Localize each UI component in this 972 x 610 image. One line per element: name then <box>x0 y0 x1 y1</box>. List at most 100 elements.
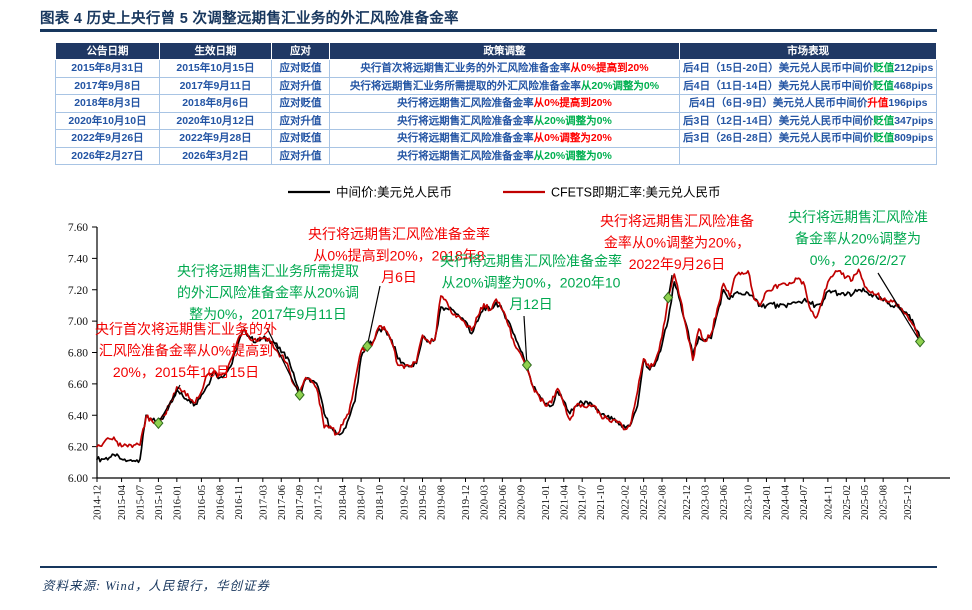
x-tick-label: 2021-10 <box>596 485 607 520</box>
x-tick-label: 2022-02 <box>621 485 632 520</box>
text-segment: 后3日（12日-14日）美元兑人民币中间价 <box>683 114 874 127</box>
chart-legend: 中间价:美元兑人民币 CFETS即期汇率:美元兑人民币 <box>288 185 720 200</box>
text-segment: 从0%提高到20% <box>570 62 649 74</box>
text-segment: 2017年9月8日 <box>74 79 141 92</box>
text-segment: 从0%调整为20% <box>533 132 612 144</box>
table-header-row: 公告日期 生效日期 应对 政策调整 市场表现 <box>55 42 938 60</box>
announce-date-cell: 2026年2月27日 <box>55 146 160 165</box>
effective-date-cell: 2017年9月11日 <box>159 76 272 95</box>
text-segment: 2022年9月28日 <box>179 132 252 144</box>
x-tick-label: 2022-08 <box>658 485 669 520</box>
column-header: 市场表现 <box>678 42 938 60</box>
x-tick-label: 2018-10 <box>375 485 386 520</box>
annotation-callout <box>366 285 381 347</box>
y-tick-label: 6.80 <box>68 348 88 360</box>
x-tick-label: 2016-05 <box>197 485 208 520</box>
text-segment: 809pips <box>894 132 934 144</box>
text-segment: 应对贬值 <box>279 132 322 144</box>
x-tick-label: 2018-07 <box>357 485 368 520</box>
market-cell: 后3日（12日-14日）美元兑人民币中间价贬值347pips <box>678 111 938 130</box>
title-rule <box>40 29 937 32</box>
text-segment: 贬值 <box>873 114 895 127</box>
table-row: 2015年8月31日 2015年10月15日 应对贬值 央行首次将远期售汇业务的外汇风… <box>55 59 938 78</box>
text-segment: 贬值 <box>873 62 895 74</box>
text-segment: 贬值 <box>873 132 895 144</box>
annotation-line: 从0%提高到20%，2018年8 <box>313 248 484 264</box>
source-rule <box>40 566 937 568</box>
x-tick-label: 2024-07 <box>799 485 810 520</box>
text-segment: 后4日（15日-20日）美元兑人民币中间价 <box>683 62 874 74</box>
policy-cell: 央行将远期售汇风险准备金率从20%调整为0% <box>329 111 680 130</box>
text-segment: 2017年9月11日 <box>179 79 252 92</box>
market-cell <box>678 146 938 165</box>
response-cell: 应对贬值 <box>271 129 330 148</box>
text-segment: 2020年10月10日 <box>68 114 147 127</box>
text-segment: 应对升值 <box>279 114 322 127</box>
y-axis-labels: 7.60 7.40 7.20 7.00 6.80 6.60 6.40 6.20 6.00 <box>68 222 97 485</box>
chart-annotation-1: 央行将远期售汇业务所需提取的外汇风险准备金率从20%调整为0%，2017年9月1… <box>177 263 359 322</box>
effective-date-cell: 2018年8月6日 <box>159 94 272 113</box>
effective-date-cell: 2026年3月2日 <box>159 146 272 165</box>
text-segment: 2015年10月15日 <box>176 62 255 74</box>
text-segment: 后4日（11日-14日）美元兑人民币中间价 <box>683 79 873 92</box>
effective-date-cell: 2022年9月28日 <box>159 129 272 148</box>
annotation-line: 0%，2026/2/27 <box>810 252 907 268</box>
text-segment: 212pips <box>894 62 934 74</box>
effective-date-cell: 2015年10月15日 <box>159 59 272 78</box>
text-segment: 196pips <box>888 97 928 109</box>
y-tick-label: 6.00 <box>68 473 88 485</box>
text-segment: 后3日（26日-28日）美元兑人民币中间价 <box>683 132 874 144</box>
chart-annotation-3: 央行将远期售汇风险准备金率从20%调整为0%，2020年10 月12日 <box>440 253 622 312</box>
annotation-line: 2022年9月26日 <box>629 256 726 272</box>
y-tick-label: 7.60 <box>68 222 88 234</box>
column-header: 生效日期 <box>159 42 272 60</box>
legend-label: 中间价:美元兑人民币 <box>336 185 452 200</box>
x-tick-label: 2023-10 <box>744 485 755 520</box>
text-segment: 2020年10月12日 <box>176 114 255 127</box>
y-tick-label: 6.40 <box>68 410 88 422</box>
text-segment: 后4日（6日-9日）美元兑人民币中间价 <box>688 97 868 109</box>
annotation-line: 金率从0%调整为20%， <box>604 235 750 251</box>
table-row: 2020年10月10日 2020年10月12日 应对升值 央行将远期售汇风险准备金率从… <box>55 111 938 130</box>
event-marker <box>663 291 674 304</box>
text-segment: 升值 <box>867 97 889 109</box>
market-cell: 后4日（15日-20日）美元兑人民币中间价贬值212pips <box>678 59 938 78</box>
text-segment: 应对贬值 <box>279 62 322 74</box>
policy-cell: 央行首次将远期售汇业务的外汇风险准备金率从0%提高到20% <box>329 59 680 78</box>
text-segment: 应对贬值 <box>279 97 322 109</box>
series-line-cfets-spot <box>96 268 921 449</box>
text-segment: 应对升值 <box>279 79 322 92</box>
text-segment: 央行将远期售汇业务所需提取的外汇风险准备金率 <box>349 79 581 92</box>
x-tick-label: 2022-05 <box>639 485 650 520</box>
table-row: 2017年9月8日 2017年9月11日 应对升值 央行将远期售汇业务所需提取的外汇风… <box>55 76 938 95</box>
annotation-line: 央行将远期售汇业务所需提取 <box>177 263 359 279</box>
market-cell: 后3日（26日-28日）美元兑人民币中间价贬值809pips <box>678 129 938 148</box>
table-row: 2018年8月3日 2018年8月6日 应对贬值 央行将远期售汇风险准备金率从0%提高… <box>55 94 938 113</box>
response-cell: 应对升值 <box>271 111 330 130</box>
source-note: 资料来源: Wind，人民银行，华创证券 <box>42 579 270 593</box>
table-row: 2022年9月26日 2022年9月28日 应对贬值 央行将远期售汇风险准备金率从0%… <box>55 129 938 148</box>
response-cell: 应对升值 <box>271 76 330 95</box>
text-segment: 从20%调整为0% <box>580 79 660 92</box>
x-tick-label: 2018-04 <box>338 484 349 520</box>
annotation-line: 月6日 <box>381 269 417 285</box>
annotation-line: 央行将远期售汇风险准备金率 <box>308 226 490 242</box>
policy-cell: 央行将远期售汇风险准备金率从0%提高到20% <box>329 94 680 113</box>
x-tick-label: 2021-04 <box>559 484 570 520</box>
text-segment: 从20%调整为0% <box>533 149 612 162</box>
text-segment: 央行将远期售汇风险准备金率 <box>397 97 534 109</box>
text-segment: 央行首次将远期售汇业务的外汇风险准备金率 <box>360 62 571 74</box>
text-segment: 2015年8月31日 <box>71 62 144 74</box>
text-segment: 应对升值 <box>279 149 322 162</box>
annotation-line: 的外汇风险准备金率从20%调 <box>177 285 359 301</box>
x-tick-label: 2015-07 <box>135 485 146 520</box>
annotation-callout <box>266 327 301 396</box>
x-tick-label: 2025-05 <box>860 485 871 520</box>
announce-date-cell: 2018年8月3日 <box>55 94 160 113</box>
x-tick-label: 2014-12 <box>93 485 104 520</box>
y-tick-label: 7.00 <box>68 316 88 328</box>
chart-annotation-0: 央行首次将远期售汇业务的外汇风险准备金率从0%提高到 20%，2015年10月15… <box>95 321 277 380</box>
x-tick-label: 2017-03 <box>258 485 269 520</box>
text-segment: 央行将远期售汇风险准备金率 <box>397 132 534 144</box>
